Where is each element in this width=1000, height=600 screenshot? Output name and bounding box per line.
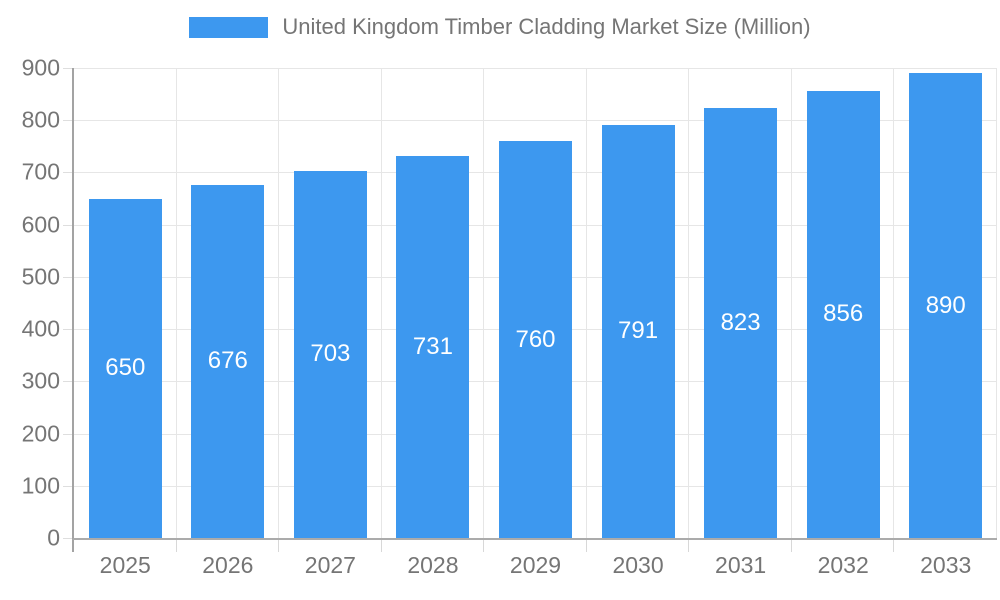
y-axis-tick [63, 120, 72, 122]
x-axis-tick [893, 540, 895, 552]
gridline-vertical [996, 68, 997, 538]
y-axis-tick [63, 224, 72, 226]
gridline-vertical [585, 68, 587, 538]
bar: 890 [909, 73, 983, 538]
y-tick-label: 0 [47, 524, 60, 551]
x-tick-label: 2026 [202, 552, 254, 578]
bar-value-label: 823 [720, 309, 761, 337]
y-axis-tick [63, 68, 72, 69]
bar-value-label: 856 [823, 300, 864, 328]
x-axis-tick [278, 540, 280, 552]
gridline-horizontal [74, 120, 997, 122]
x-axis-tick [585, 540, 587, 552]
y-tick-label: 300 [21, 367, 60, 394]
x-tick-label: 2027 [304, 552, 356, 578]
bar-value-label: 760 [515, 325, 556, 353]
gridline-vertical [175, 68, 177, 538]
bar-value-label: 890 [925, 291, 966, 319]
y-axis-tick [63, 276, 72, 278]
bar: 650 [88, 198, 162, 538]
y-tick-label: 500 [21, 263, 60, 290]
y-tick-label: 700 [21, 158, 60, 185]
y-axis-tick [63, 538, 72, 539]
y-tick-label: 900 [21, 54, 60, 81]
y-tick-label: 800 [21, 106, 60, 133]
y-axis-tick [63, 329, 72, 331]
bar-value-label: 703 [310, 340, 351, 368]
x-axis-tick [175, 540, 177, 552]
y-axis-line-extension [72, 540, 74, 552]
legend-item[interactable]: United Kingdom Timber Cladding Market Si… [0, 14, 1000, 40]
bar-value-label: 650 [105, 354, 146, 382]
bar-value-label: 676 [207, 347, 248, 375]
legend-color-swatch [189, 16, 269, 38]
gridline-vertical [790, 68, 792, 538]
x-tick-label: 2028 [407, 552, 459, 578]
y-tick-label: 200 [21, 420, 60, 447]
plot-area: 0 100 200 300 400 500 600 700 800 900 650 2025 676 20… [22, 56, 997, 577]
gridline-vertical [483, 68, 485, 538]
y-axis-tick [63, 485, 72, 487]
x-tick-label: 2031 [715, 552, 767, 578]
y-axis-tick [63, 172, 72, 174]
x-axis-tick [380, 540, 382, 552]
gridline-vertical [278, 68, 280, 538]
x-tick-label: 2033 [920, 552, 972, 578]
bar: 731 [396, 156, 470, 538]
bar-value-label: 731 [412, 333, 453, 361]
y-axis-tick [63, 433, 72, 435]
x-tick-label: 2025 [99, 552, 151, 578]
gridline-vertical [688, 68, 690, 538]
x-tick-label: 2029 [509, 552, 562, 578]
bar: 856 [806, 90, 880, 538]
y-axis-tick [63, 381, 72, 383]
bar: 703 [293, 170, 367, 538]
x-axis-tick [688, 540, 690, 552]
y-tick-label: 400 [21, 315, 60, 342]
x-axis-tick [483, 540, 485, 552]
bar: 823 [704, 108, 778, 538]
bar: 791 [601, 124, 675, 538]
legend-label: United Kingdom Timber Cladding Market Si… [282, 14, 811, 39]
bar: 760 [499, 141, 572, 538]
y-tick-label: 100 [21, 472, 60, 499]
x-axis-tick [790, 540, 792, 552]
y-tick-label: 600 [21, 211, 60, 238]
x-tick-label: 2032 [817, 552, 869, 578]
x-tick-label: 2030 [612, 552, 664, 578]
gridline-horizontal [74, 68, 997, 69]
bar: 676 [191, 184, 265, 538]
gridline-vertical [893, 68, 895, 538]
bar-value-label: 791 [618, 317, 659, 345]
gridline-vertical [380, 68, 382, 538]
